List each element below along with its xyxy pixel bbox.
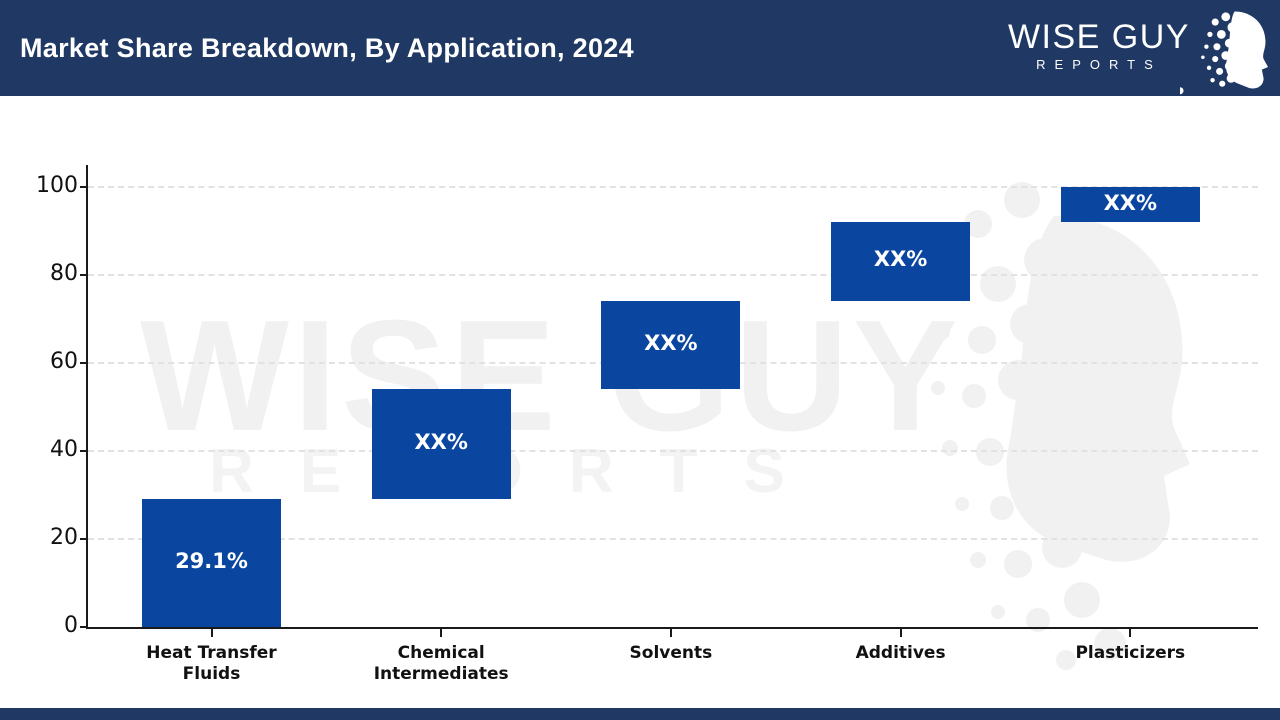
y-axis-tick-mark [80, 450, 88, 452]
y-axis-tick-mark [80, 186, 88, 188]
footer-bar [0, 708, 1280, 720]
x-axis-tick-mark [899, 629, 902, 637]
y-axis-tick-label: 60 [50, 349, 78, 374]
page-title: Market Share Breakdown, By Application, … [20, 32, 634, 63]
waterfall-bar [371, 388, 511, 499]
gridline [88, 274, 1258, 276]
x-axis-category-label: Chemical Intermediates [373, 643, 509, 684]
logo-wise-guy-label: WISE GUY [1007, 18, 1190, 56]
wise-guy-head-icon [1180, 11, 1268, 95]
y-axis-tick-mark [80, 538, 88, 540]
wise-guy-logo-text: WISE GUY REPORTS [1008, 20, 1190, 72]
gridline [88, 450, 1258, 452]
y-axis-tick-label: 20 [50, 525, 78, 550]
bar-value-label: XX% [1103, 190, 1158, 215]
bar-value-label: 29.1% [175, 548, 248, 573]
y-axis-line [86, 165, 88, 629]
gridline [88, 186, 1258, 188]
x-axis-category-label: Plasticizers [1075, 643, 1186, 663]
x-axis-category-label: Solvents [629, 643, 713, 663]
y-axis-tick-mark [80, 274, 88, 276]
x-axis-tick-mark [440, 629, 443, 637]
x-axis-tick-mark [1129, 629, 1132, 637]
bar-value-label: XX% [644, 330, 698, 355]
waterfall-bar [142, 498, 281, 627]
x-axis-tick-mark [669, 629, 672, 637]
y-axis-tick-mark [80, 626, 88, 628]
bar-value-label: XX% [873, 247, 928, 272]
x-axis-tick-mark [210, 629, 213, 637]
wise-guy-logo: WISE GUY REPORTS [1008, 6, 1268, 95]
y-axis-tick-label: 0 [64, 613, 78, 638]
gridline [88, 538, 1258, 540]
waterfall-chart: 0 20 40 60 80 100 29.1% Heat Transfer Fluids XX%… [0, 96, 1280, 708]
y-axis-tick-label: 100 [36, 173, 78, 198]
x-axis-category-label: Additives [855, 643, 946, 663]
y-axis-tick-label: 80 [50, 261, 78, 286]
y-axis-tick-label: 40 [50, 437, 78, 462]
waterfall-bar [1060, 187, 1200, 223]
logo-reports-label: REPORTS [1036, 57, 1162, 72]
waterfall-bar [831, 222, 971, 301]
x-axis-category-label: Heat Transfer Fluids [146, 643, 277, 684]
y-axis-tick-mark [80, 362, 88, 364]
header-bar: Market Share Breakdown, By Application, … [0, 0, 1280, 96]
bar-value-label: XX% [414, 429, 468, 454]
x-axis-line [86, 627, 1258, 629]
waterfall-bar [601, 300, 741, 389]
